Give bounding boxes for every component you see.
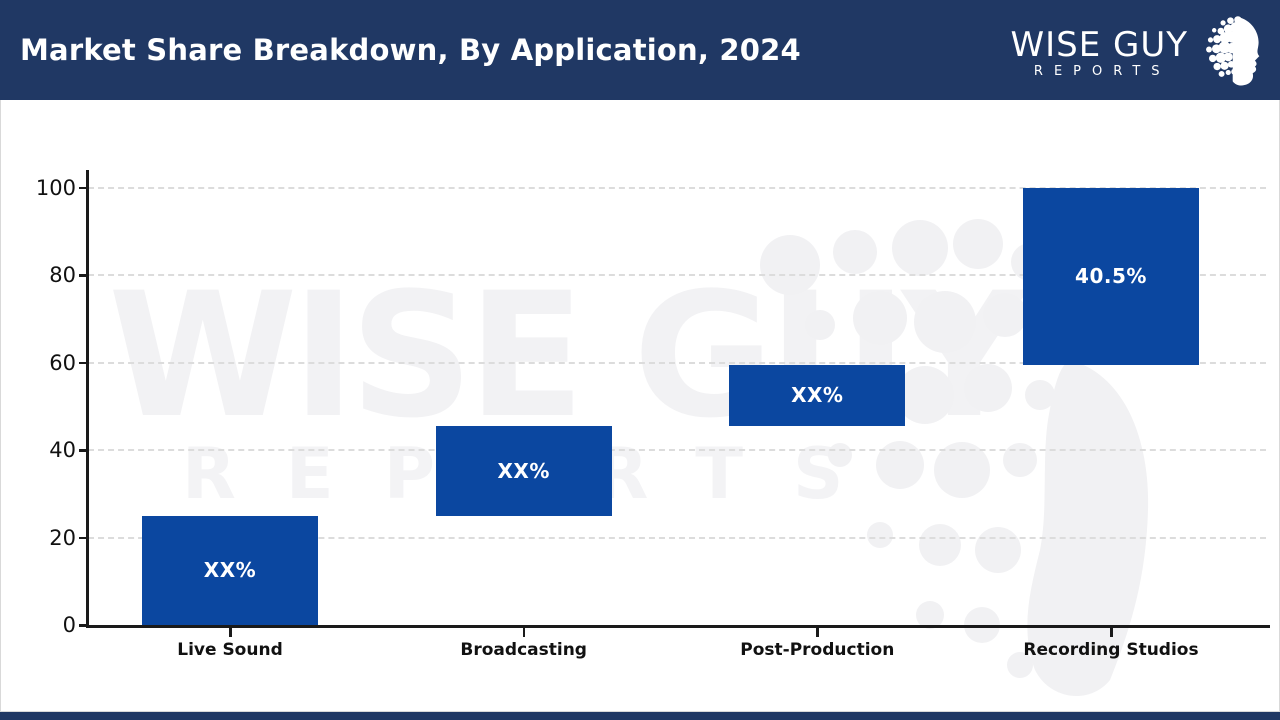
brand-logo: WISE GUY REPORTS <box>1010 0 1266 100</box>
y-tick-label: 40 <box>49 438 76 462</box>
header: Market Share Breakdown, By Application, … <box>0 0 1280 100</box>
bar-post-production: XX% <box>729 364 906 426</box>
x-tick-mark <box>816 628 819 637</box>
gridline-20 <box>88 536 1266 539</box>
bar-broadcasting: XX% <box>435 425 612 516</box>
bar-value-label: XX% <box>791 383 844 408</box>
y-tick-mark <box>79 449 88 452</box>
x-tick-mark <box>522 628 526 637</box>
bar-value-label: XX% <box>203 558 257 583</box>
y-axis-line <box>86 170 89 628</box>
y-tick-label: 80 <box>49 263 76 287</box>
bar-live-sound: XX% <box>142 515 318 625</box>
y-tick-mark <box>79 186 88 189</box>
gridline-40 <box>88 449 1266 451</box>
gridline-80 <box>88 274 1266 276</box>
y-tick-label: 20 <box>49 525 76 550</box>
bar-recording-studios: 40.5% <box>1023 187 1199 365</box>
brand-subname: REPORTS <box>1033 63 1171 79</box>
x-tick-mark <box>1110 628 1113 637</box>
y-tick-label: 60 <box>49 350 76 375</box>
y-tick-mark <box>79 361 88 364</box>
x-tick-mark <box>229 628 232 637</box>
gridline-100 <box>88 186 1266 189</box>
bar-value-label: XX% <box>497 458 550 483</box>
gridline-60 <box>88 361 1266 364</box>
brand-logo-text: WISE GUY REPORTS <box>1010 28 1188 79</box>
chart-title: Market Share Breakdown, By Application, … <box>20 33 801 67</box>
x-category-label-3: Post-Production <box>740 640 895 660</box>
brand-head-icon <box>1206 16 1260 86</box>
y-tick-label: 0 <box>62 613 76 637</box>
x-category-label-1: Live Sound <box>177 640 283 660</box>
y-tick-mark <box>79 274 88 277</box>
y-tick-mark <box>79 624 88 627</box>
x-category-label-2: Broadcasting <box>460 640 587 660</box>
footer-bar <box>0 712 1280 720</box>
x-category-label-4: Recording Studios <box>1023 640 1199 660</box>
x-axis-line <box>86 625 1270 628</box>
y-tick-mark <box>79 536 88 539</box>
y-tick-label: 100 <box>35 175 76 200</box>
bar-value-label: 40.5% <box>1075 264 1147 289</box>
brand-name: WISE GUY <box>1010 24 1188 65</box>
